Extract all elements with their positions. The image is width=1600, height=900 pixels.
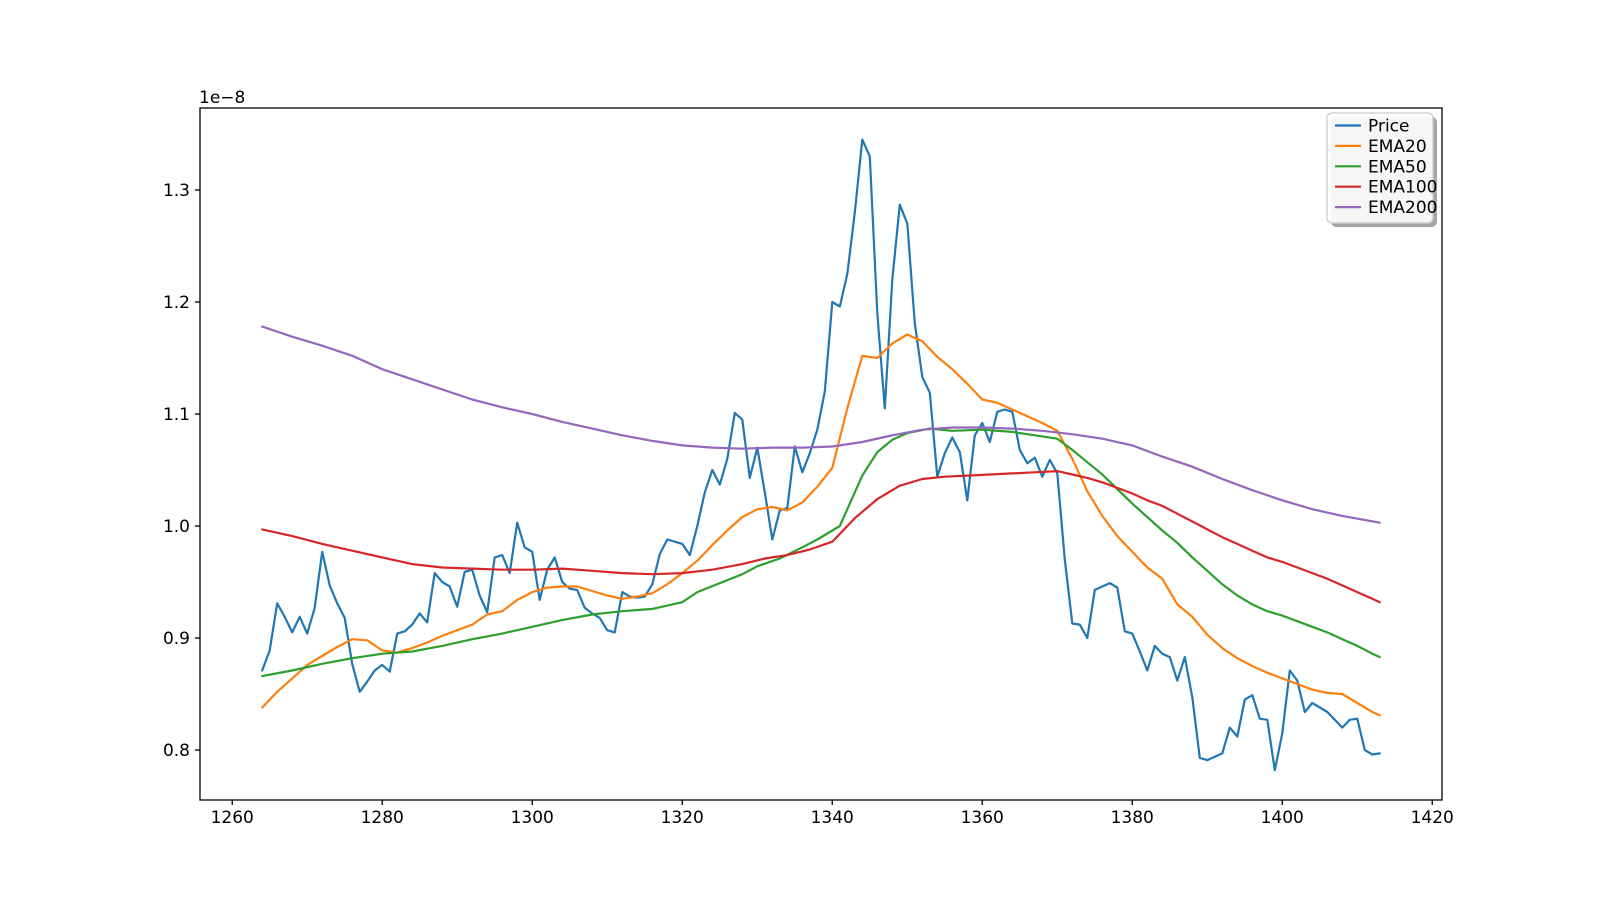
- y-tick-label: 1.0: [163, 517, 190, 537]
- x-tick-label: 1300: [511, 808, 554, 828]
- x-tick-label: 1420: [1411, 808, 1454, 828]
- y-tick-label: 1.2: [163, 293, 190, 313]
- x-tick-label: 1320: [661, 808, 704, 828]
- y-tick-label: 0.9: [163, 629, 190, 649]
- legend-label-ema50: EMA50: [1368, 157, 1427, 177]
- series-line-ema20: [261, 333, 1381, 717]
- x-tick-label: 1340: [811, 808, 854, 828]
- legend-label-price: Price: [1368, 117, 1409, 137]
- y-axis-offset-label: 1e−8: [199, 88, 246, 108]
- series-line-ema200: [261, 325, 1381, 524]
- series-line-ema100: [261, 470, 1381, 604]
- x-tick-label: 1400: [1261, 808, 1304, 828]
- x-tick-label: 1360: [961, 808, 1004, 828]
- legend-label-ema200: EMA200: [1368, 198, 1438, 218]
- y-tick-label: 0.8: [163, 741, 190, 761]
- legend-label-ema100: EMA100: [1368, 178, 1438, 198]
- series-line-price: [261, 138, 1381, 772]
- axes-frame: [199, 107, 1443, 801]
- legend-frame: [1326, 112, 1434, 224]
- legend-label-ema20: EMA20: [1368, 137, 1427, 157]
- y-tick-label: 1.1: [163, 405, 190, 425]
- y-tick-label: 1.3: [163, 181, 190, 201]
- x-tick-label: 1260: [211, 808, 254, 828]
- x-tick-label: 1280: [361, 808, 404, 828]
- x-tick-label: 1380: [1111, 808, 1154, 828]
